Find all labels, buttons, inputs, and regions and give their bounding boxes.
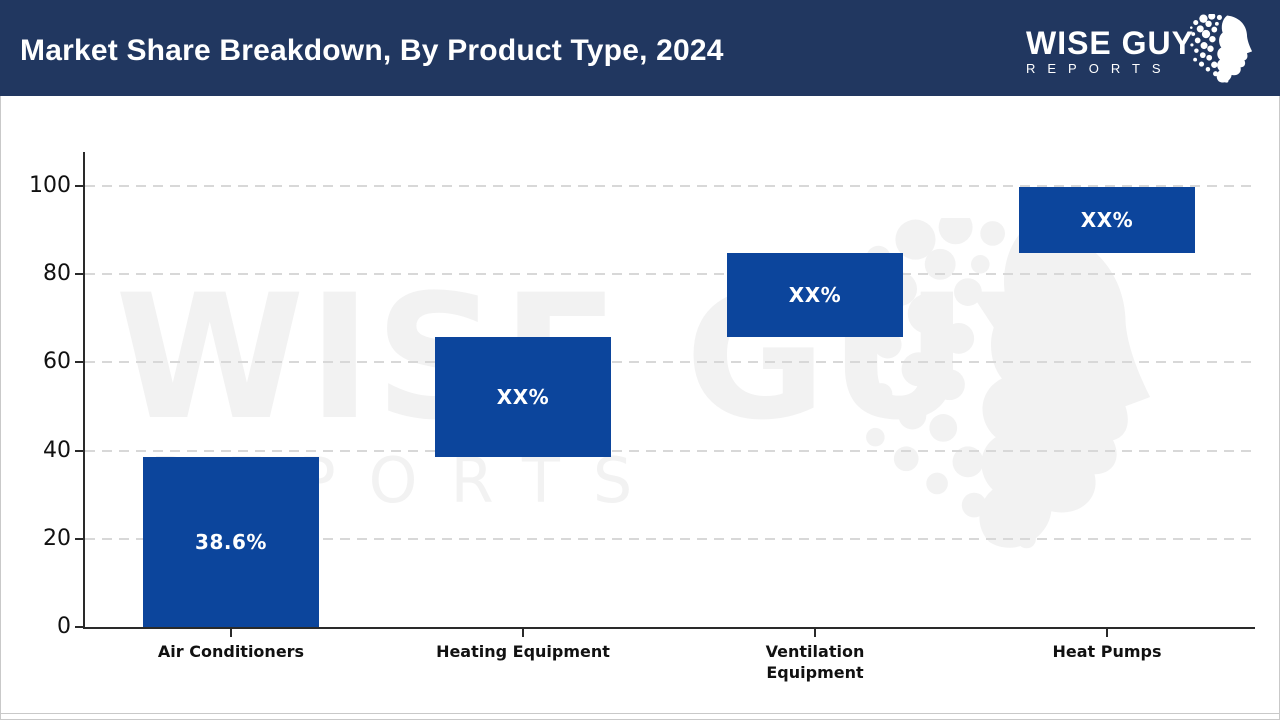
y-tick-mark <box>75 185 84 187</box>
x-axis-label: Heat Pumps <box>1052 642 1162 661</box>
brand-head-dots-icon <box>1190 14 1253 83</box>
x-tick-mark <box>814 629 816 637</box>
y-tick-label: 100 <box>29 173 71 198</box>
y-tick-label: 80 <box>43 261 71 287</box>
bar-value-label: 38.6% <box>195 529 267 554</box>
y-axis-line <box>83 152 85 629</box>
gridline-80 <box>85 273 1253 276</box>
header-bar: Market Share Breakdown, By Product Type,… <box>0 0 1280 96</box>
bar-value-label: XX% <box>496 385 550 409</box>
gridline-40 <box>85 449 1253 452</box>
bar-value-label: XX% <box>1080 208 1134 233</box>
x-axis-label: Heating Equipment <box>436 642 610 661</box>
x-axis-line <box>83 627 1255 629</box>
y-tick-label: 20 <box>43 525 71 551</box>
x-tick-mark <box>522 629 524 637</box>
y-tick-mark <box>75 449 84 452</box>
brand-logo: WISE GUY REPORTS <box>1026 14 1254 88</box>
y-tick-mark <box>75 273 84 276</box>
y-tick-label: 60 <box>43 349 71 375</box>
page-title: Market Share Breakdown, By Product Type,… <box>20 34 724 67</box>
x-tick-mark <box>1106 629 1108 637</box>
y-tick-mark <box>75 626 84 628</box>
y-tick-mark <box>75 537 84 540</box>
bar-4: XX% <box>1019 187 1195 254</box>
y-tick-label: 0 <box>57 614 71 639</box>
bar-2: XX% <box>435 337 611 457</box>
gridline-100 <box>85 185 1253 187</box>
brand-logo-text: WISE GUY REPORTS <box>1026 27 1194 75</box>
x-axis-label: Ventilation Equipment <box>765 642 865 682</box>
y-tick-label: 40 <box>43 437 71 463</box>
bar-1: 38.6% <box>143 456 319 627</box>
x-axis-label: Air Conditioners <box>157 642 305 661</box>
bar-value-label: XX% <box>788 283 842 308</box>
x-tick-mark <box>230 629 232 637</box>
gridline-60 <box>85 361 1253 364</box>
gridline-20 <box>85 537 1253 540</box>
brand-name: WISE GUY <box>1025 25 1194 61</box>
brand-subname: REPORTS <box>1025 61 1173 76</box>
canvas-bottom-line <box>0 713 1280 714</box>
y-tick-mark <box>75 361 84 364</box>
bar-3: XX% <box>727 253 903 338</box>
